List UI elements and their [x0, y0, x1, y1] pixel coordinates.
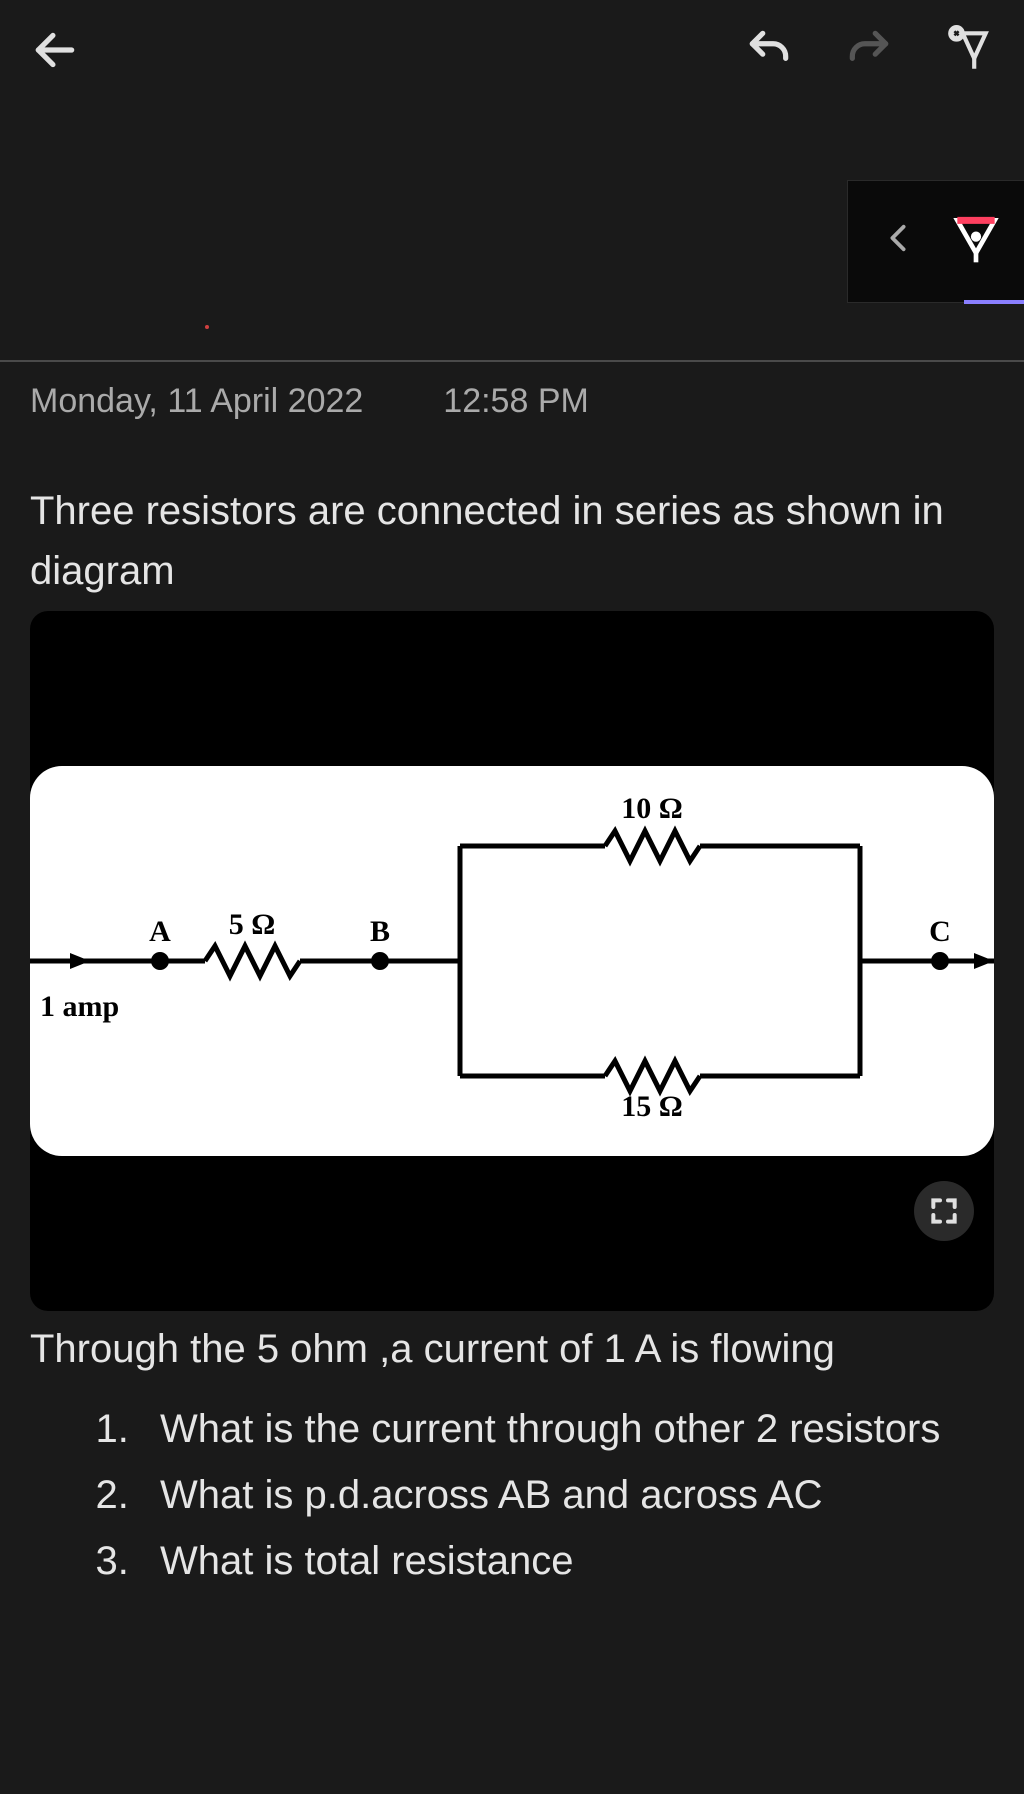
date-label: Monday, 11 April 2022 — [30, 382, 363, 421]
redo-button[interactable] — [844, 25, 894, 75]
r3-label: 15 Ω — [621, 1090, 683, 1123]
current-label: 1 amp — [40, 990, 119, 1023]
node-a-label: A — [149, 915, 171, 948]
node-c-label: C — [929, 915, 951, 948]
undo-button[interactable] — [744, 25, 794, 75]
r2-label: 10 Ω — [621, 792, 683, 825]
redo-icon — [844, 25, 894, 75]
pen-tool-button[interactable] — [944, 25, 994, 75]
undo-icon — [744, 25, 794, 75]
note-content: Three resistors are connected in series … — [0, 441, 1024, 1591]
arrow-left-icon — [30, 25, 80, 75]
pen-nib-icon[interactable] — [948, 211, 1004, 272]
tool-panel — [847, 180, 1024, 303]
fullscreen-icon — [928, 1195, 960, 1227]
back-button[interactable] — [30, 25, 80, 75]
chevron-left-icon[interactable] — [888, 223, 908, 260]
pen-close-icon — [944, 22, 994, 78]
question-item: What is p.d.across AB and across AC — [140, 1465, 994, 1525]
top-toolbar — [0, 0, 1024, 100]
marker-dot — [205, 325, 209, 329]
node-b-label: B — [370, 915, 390, 948]
circuit-diagram: A 5 Ω B 10 Ω — [30, 611, 994, 1311]
followup-text: Through the 5 ohm ,a current of 1 A is f… — [30, 1319, 994, 1379]
question-list: What is the current through other 2 resi… — [30, 1399, 994, 1591]
question-item: What is total resistance — [140, 1531, 994, 1591]
datetime-row: Monday, 11 April 2022 12:58 PM — [0, 362, 1024, 441]
intro-text: Three resistors are connected in series … — [30, 481, 994, 601]
circuit-svg: A 5 Ω B 10 Ω — [30, 766, 994, 1156]
time-label: 12:58 PM — [443, 382, 589, 421]
question-item: What is the current through other 2 resi… — [140, 1399, 994, 1459]
r1-label: 5 Ω — [229, 908, 276, 941]
circuit-box: A 5 Ω B 10 Ω — [30, 766, 994, 1156]
fullscreen-button[interactable] — [914, 1181, 974, 1241]
